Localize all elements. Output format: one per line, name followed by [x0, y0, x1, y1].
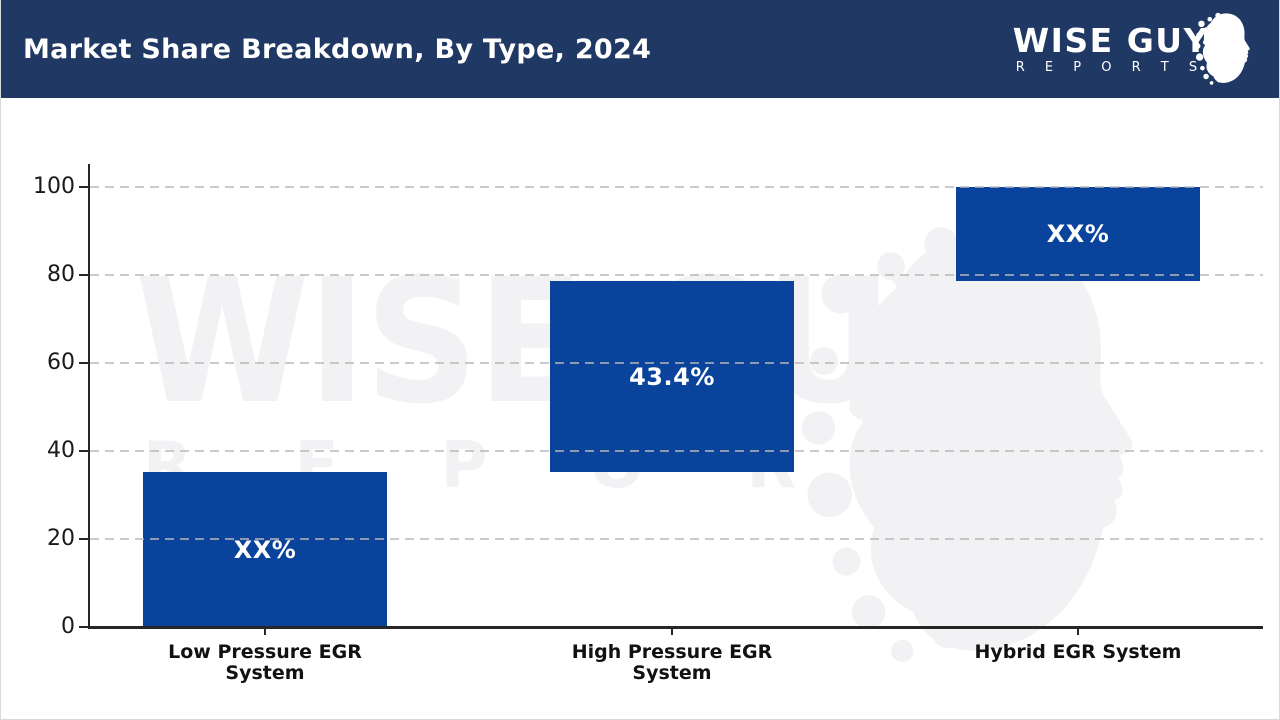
- y-tick-mark: [79, 186, 88, 188]
- chart-canvas: WISE GUY R E P O R T S XX%43.4%XX%020406…: [1, 98, 1279, 719]
- y-tick-mark: [79, 450, 88, 452]
- bar-value-label: XX%: [1046, 220, 1110, 249]
- page-title: Market Share Breakdown, By Type, 2024: [23, 33, 652, 65]
- y-tick-mark: [79, 362, 88, 364]
- x-tick-mark: [264, 627, 266, 635]
- gridline: [90, 362, 1263, 364]
- gridline: [90, 274, 1263, 276]
- bar-segment: XX%: [956, 187, 1200, 282]
- y-tick-label: 0: [61, 614, 75, 639]
- dotted-face-icon: [1195, 12, 1250, 85]
- y-axis-spine: [88, 164, 90, 629]
- x-tick-mark: [1077, 627, 1079, 635]
- y-tick-label: 20: [47, 526, 75, 551]
- plot-area: XX% 43.4% XX% 0 20 40 60 80 100 Low Pressure EGR …: [1, 98, 1279, 719]
- y-tick-label: 40: [47, 438, 75, 463]
- x-category-label: Low Pressure EGR System: [168, 641, 362, 684]
- brand-subtitle: R E P O R T S: [1015, 60, 1206, 75]
- bar-value-label: 43.4%: [629, 362, 715, 391]
- y-tick-mark: [79, 274, 88, 276]
- gridline: [90, 450, 1263, 452]
- x-category-label: Hybrid EGR System: [974, 641, 1182, 663]
- bar-segment: 43.4%: [550, 281, 794, 473]
- gridline: [90, 186, 1263, 188]
- header-bar: Market Share Breakdown, By Type, 2024 WI…: [1, 0, 1279, 98]
- brand-name: WISE GUY: [1012, 21, 1209, 60]
- bar-segment: XX%: [143, 472, 387, 627]
- brand-logo-text: WISE GUY R E P O R T S: [1013, 24, 1209, 74]
- brand-logo: WISE GUY R E P O R T S: [1013, 9, 1255, 89]
- y-tick-label: 80: [47, 262, 75, 287]
- x-tick-mark: [671, 627, 673, 635]
- y-tick-mark: [79, 626, 88, 628]
- y-tick-mark: [79, 538, 88, 540]
- x-category-label: High Pressure EGR System: [571, 641, 773, 684]
- y-tick-label: 60: [47, 350, 75, 375]
- bar-value-label: XX%: [233, 535, 297, 564]
- gridline: [90, 538, 1263, 540]
- x-axis-line: [88, 626, 1263, 629]
- y-tick-label: 100: [33, 174, 75, 199]
